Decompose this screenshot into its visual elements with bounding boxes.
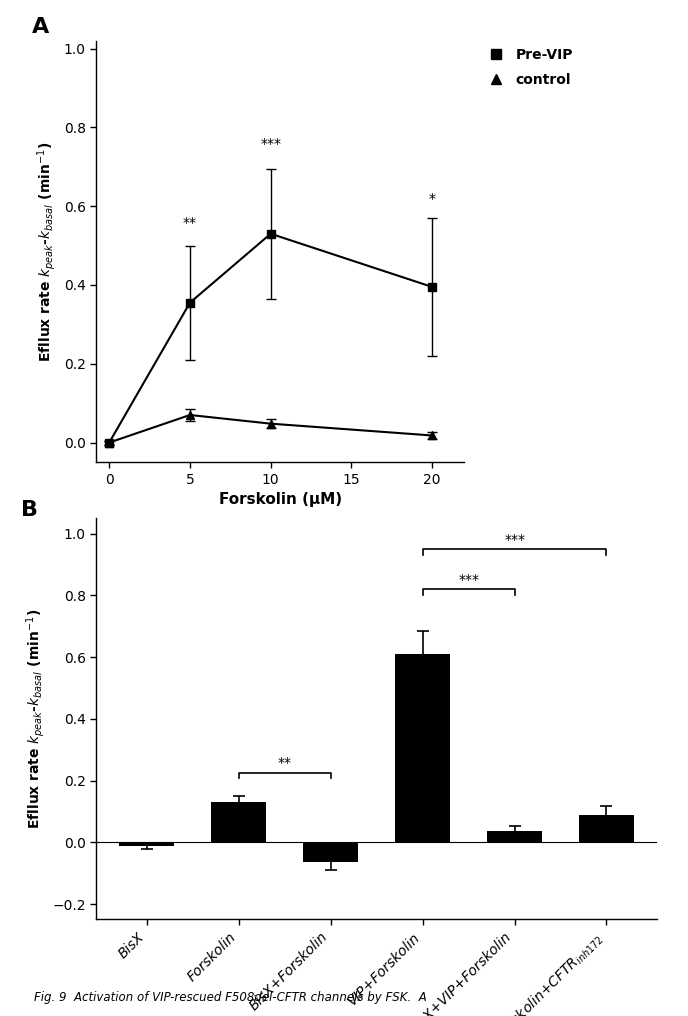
Text: **: ** — [278, 756, 292, 770]
X-axis label: Forskolin (μM): Forskolin (μM) — [219, 493, 342, 507]
Text: B: B — [21, 500, 38, 520]
Y-axis label: Efllux rate $k_{peak}$-$k_{basal}$ (min$^{-1}$): Efllux rate $k_{peak}$-$k_{basal}$ (min$… — [24, 609, 47, 829]
Text: ***: *** — [458, 573, 479, 586]
Legend: Pre-VIP, control: Pre-VIP, control — [482, 48, 573, 86]
Bar — [487, 830, 542, 842]
Bar — [119, 842, 175, 846]
Bar — [211, 803, 266, 842]
Text: A: A — [32, 17, 49, 38]
Text: ***: *** — [504, 532, 525, 547]
Text: **: ** — [183, 215, 197, 230]
Text: *: * — [429, 192, 436, 206]
Bar — [395, 654, 450, 842]
Bar — [579, 815, 634, 842]
Text: Fig. 9  Activation of VIP-rescued F508del-CFTR channels by FSK.  A: Fig. 9 Activation of VIP-rescued F508del… — [34, 991, 427, 1004]
Y-axis label: Efllux rate $k_{peak}$-$k_{basal}$ (min$^{-1}$): Efllux rate $k_{peak}$-$k_{basal}$ (min$… — [36, 141, 58, 362]
Bar — [303, 842, 358, 863]
Text: ***: *** — [260, 137, 281, 151]
